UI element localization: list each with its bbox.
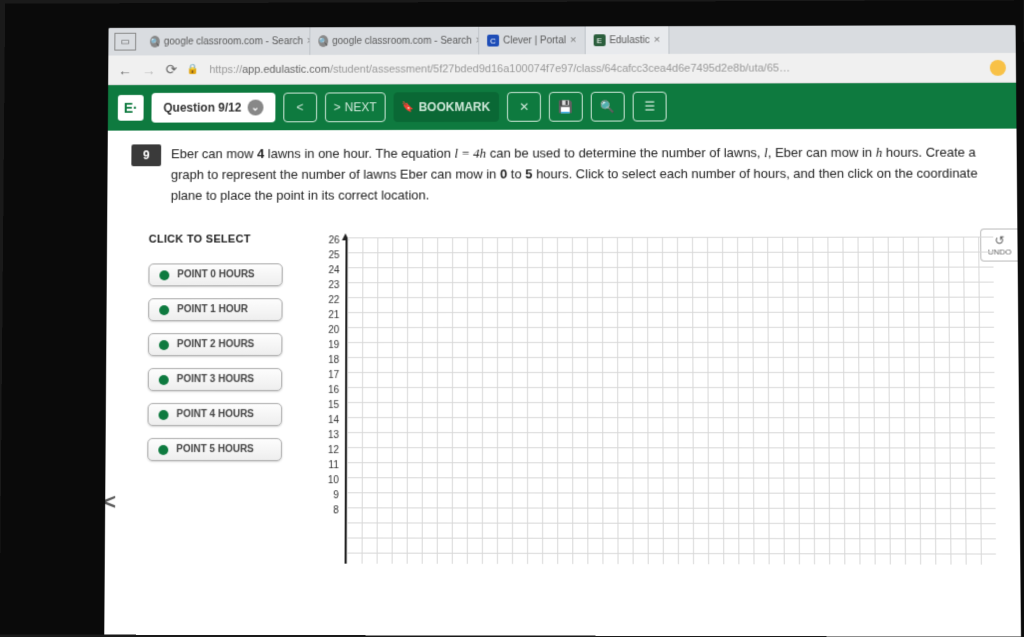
close-icon[interactable]: × (570, 34, 576, 46)
point-5-hours-button[interactable]: POINT 5 HOURS (147, 438, 282, 461)
url-bar: ← → ⟳ 🔒 https://app.edulastic.com/studen… (108, 53, 1016, 85)
chevron-down-icon: ⌄ (247, 100, 263, 116)
reload-button[interactable]: ⟳ (166, 61, 178, 78)
question-counter[interactable]: Question 9/12 ⌄ (151, 93, 275, 123)
point-0-hours-button[interactable]: POINT 0 HOURS (148, 264, 282, 287)
dot-icon (159, 340, 169, 350)
url-text[interactable]: https://app.edulastic.com/student/assess… (209, 61, 980, 75)
dot-icon (159, 270, 169, 280)
dot-icon (158, 445, 168, 455)
click-to-select-label: CLICK TO SELECT (149, 234, 310, 246)
bookmark-button[interactable]: 🔖BOOKMARK (393, 92, 499, 122)
dot-icon (159, 375, 169, 385)
next-button[interactable]: > NEXT (325, 92, 386, 122)
extension-icon[interactable] (990, 59, 1006, 75)
menu-icon[interactable]: ☰ (633, 92, 667, 122)
question-number: 9 (131, 144, 161, 166)
close-icon[interactable]: × (654, 34, 660, 46)
search-icon: 🔍 (318, 35, 328, 47)
forward-button[interactable]: → (142, 62, 156, 78)
save-icon[interactable]: 💾 (549, 92, 583, 122)
y-axis-labels: 262524232221201918171615141312111098 (319, 234, 340, 519)
coordinate-plane[interactable]: ▲ 262524232221201918171615141312111098 (319, 233, 997, 565)
tab-label: google classroom.com - Search (164, 36, 303, 47)
search-icon[interactable]: 🔍 (591, 92, 625, 122)
tab-label: Clever | Portal (503, 35, 566, 46)
browser-tab-bar: ▭ 🔍 google classroom.com - Search × 🔍 go… (108, 25, 1015, 55)
browser-tab[interactable]: 🔍 google classroom.com - Search × (142, 27, 310, 55)
prev-button[interactable]: < (283, 93, 317, 123)
browser-tab[interactable]: C Clever | Portal × (479, 26, 585, 54)
point-2-hours-button[interactable]: POINT 2 HOURS (148, 333, 282, 356)
clear-button[interactable]: ✕ (507, 92, 541, 122)
dot-icon (159, 305, 169, 315)
point-4-hours-button[interactable]: POINT 4 HOURS (148, 403, 283, 426)
dot-icon (159, 410, 169, 420)
bookmark-icon: 🔖 (402, 102, 414, 113)
prev-chevron[interactable]: < (104, 489, 116, 515)
tab-label: Edulastic (609, 35, 649, 46)
window-control-icon[interactable]: ▭ (114, 33, 136, 51)
search-icon: 🔍 (150, 36, 160, 48)
tab-label: google classroom.com - Search (332, 35, 472, 46)
point-3-hours-button[interactable]: POINT 3 HOURS (148, 368, 283, 391)
edulastic-icon: E (593, 34, 605, 46)
question-text: Eber can mow 4 lawns in one hour. The eq… (171, 143, 993, 207)
app-toolbar: E· Question 9/12 ⌄ < > NEXT 🔖BOOKMARK ✕ … (108, 83, 1017, 131)
grid-area[interactable] (345, 237, 996, 565)
clever-icon: C (487, 35, 499, 47)
back-button[interactable]: ← (118, 62, 132, 78)
point-1-hour-button[interactable]: POINT 1 HOUR (148, 299, 282, 322)
browser-tab[interactable]: 🔍 google classroom.com - Search × (310, 27, 479, 55)
lock-icon: 🔒 (187, 64, 199, 75)
browser-tab-active[interactable]: E Edulastic × (585, 26, 669, 54)
app-logo[interactable]: E· (118, 95, 144, 121)
question-content: 9 Eber can mow 4 lawns in one hour. The … (104, 129, 1021, 637)
